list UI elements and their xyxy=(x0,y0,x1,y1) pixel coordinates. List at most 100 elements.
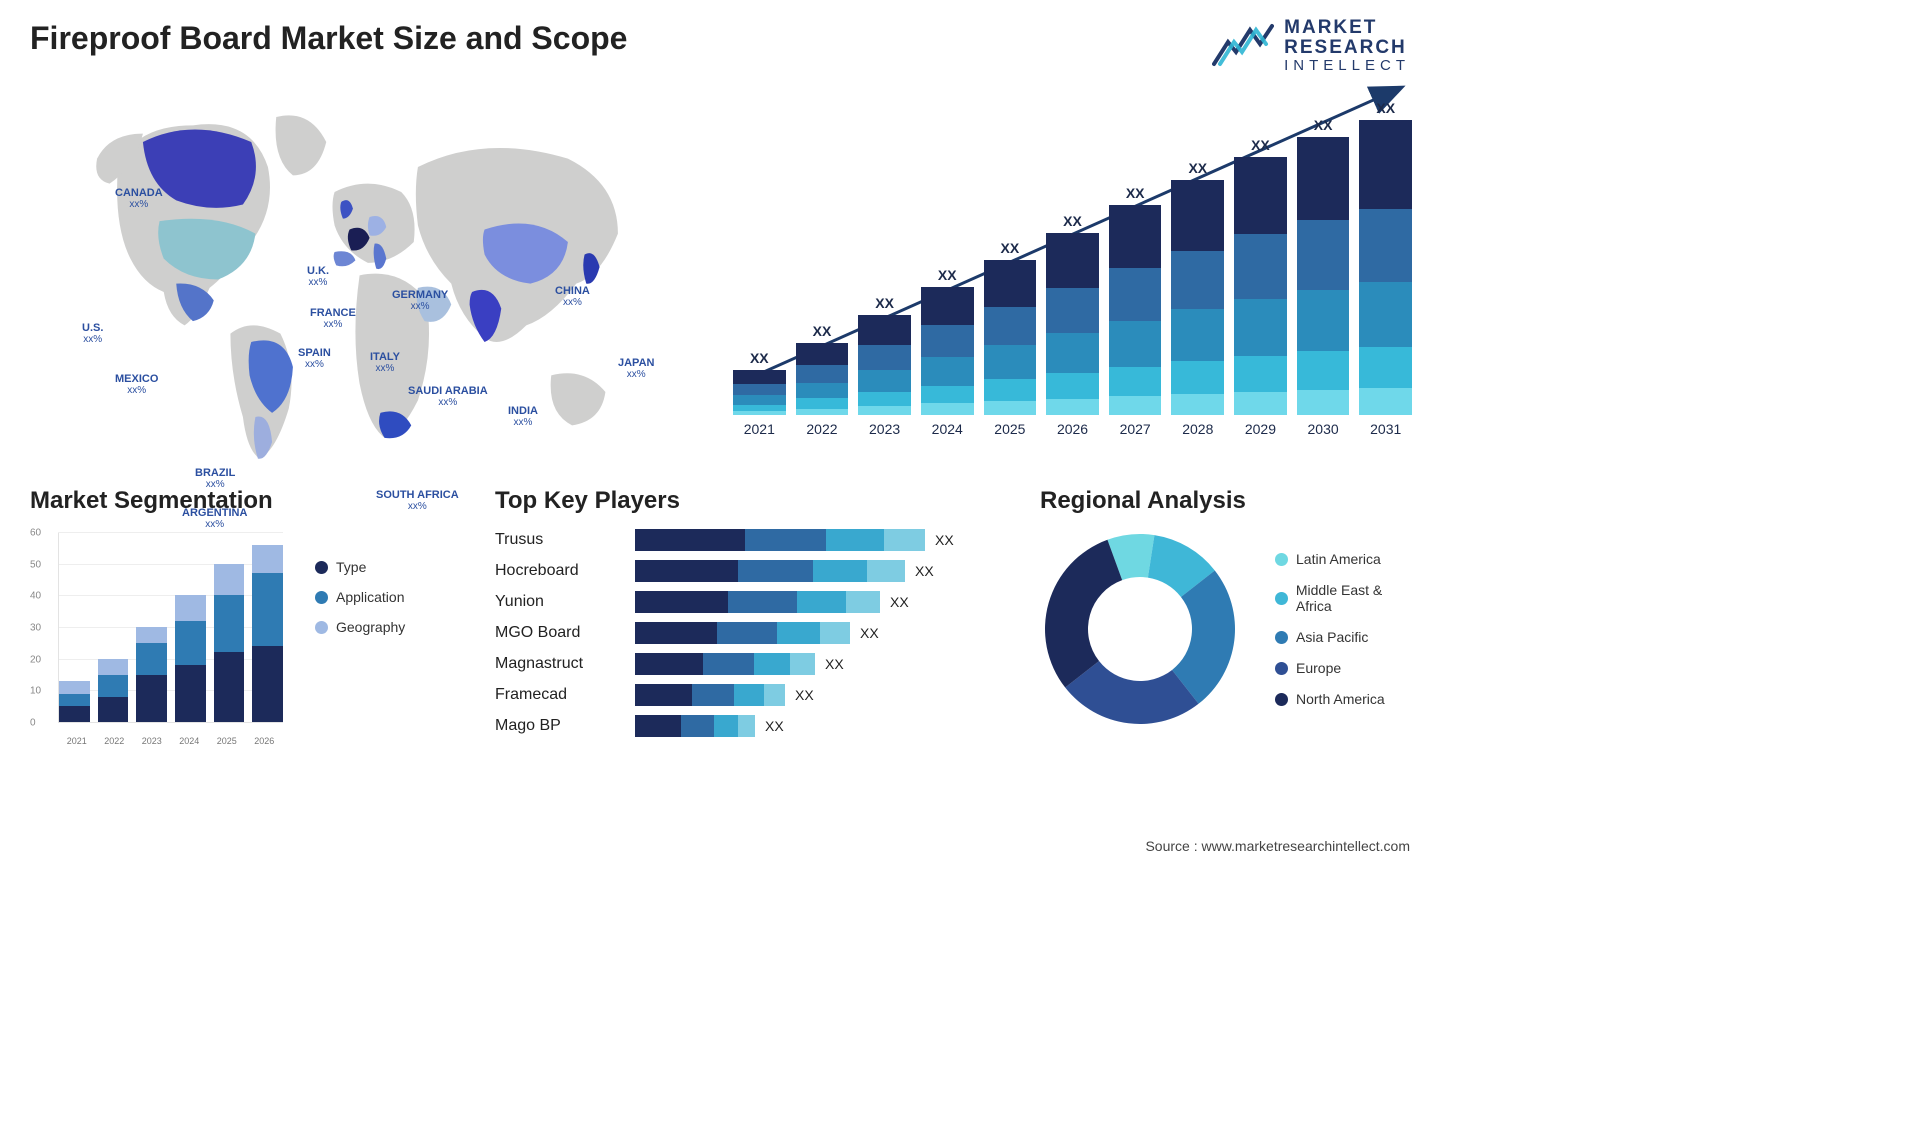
growth-bar: XX2028 xyxy=(1171,160,1224,437)
growth-bar-segment xyxy=(858,345,911,370)
player-bar-segment xyxy=(714,715,738,737)
segmentation-xlabel: 2024 xyxy=(171,736,209,746)
player-bar-segment xyxy=(745,529,826,551)
map-country-label: SAUDI ARABIAxx% xyxy=(408,385,488,408)
growth-bar-segment xyxy=(1297,290,1350,351)
segmentation-bar-segment xyxy=(59,681,90,694)
map-country-label: JAPANxx% xyxy=(618,357,654,380)
player-bar-segment xyxy=(681,715,715,737)
legend-label: Europe xyxy=(1296,660,1341,676)
growth-bar-segment xyxy=(1359,388,1412,415)
player-bar-segment xyxy=(635,715,681,737)
segmentation-xlabel: 2025 xyxy=(208,736,246,746)
segmentation-bar-segment xyxy=(175,621,206,665)
player-label: Hocreboard xyxy=(495,560,610,582)
players-bars: XXXXXXXXXXXXXX xyxy=(635,529,985,737)
legend-swatch-icon xyxy=(1275,631,1288,644)
segmentation-legend: TypeApplicationGeography xyxy=(315,529,405,744)
growth-bar-segment xyxy=(1297,390,1350,415)
map-country-label: CANADAxx% xyxy=(115,187,163,210)
growth-bar-segment xyxy=(921,287,974,325)
player-bar-segment xyxy=(867,560,905,582)
growth-bar-xlabel: 2022 xyxy=(806,421,837,437)
regional-legend-item: North America xyxy=(1275,691,1420,707)
player-label: Yunion xyxy=(495,591,610,613)
player-bar-row: XX xyxy=(635,715,985,737)
regional-legend-item: Latin America xyxy=(1275,551,1420,567)
map-country-label: ARGENTINAxx% xyxy=(182,507,247,530)
growth-bar-segment xyxy=(1297,220,1350,290)
donut-slice xyxy=(1045,540,1122,688)
top-players-panel: Top Key Players TrususHocreboardYunionMG… xyxy=(495,487,985,744)
growth-bar-segment xyxy=(1171,361,1224,394)
legend-label: North America xyxy=(1296,691,1385,707)
seg-ytick: 60 xyxy=(30,528,41,539)
growth-bar-segment xyxy=(984,307,1037,346)
map-country-label: GERMANYxx% xyxy=(392,289,448,312)
growth-bar: XX 2022 xyxy=(796,323,849,437)
segmentation-bar xyxy=(59,681,90,722)
world-map-svg xyxy=(30,67,685,467)
growth-bar: XX2030 xyxy=(1297,117,1350,437)
growth-bar-segment xyxy=(1359,209,1412,283)
growth-chart-panel: XX2021XX2022XX2023XX2024XX2025XX2026XX20… xyxy=(725,67,1420,467)
segmentation-bar-segment xyxy=(252,545,283,574)
map-country-label: U.S.xx% xyxy=(82,322,103,345)
growth-bar-segment xyxy=(921,386,974,404)
player-bar-value: XX xyxy=(915,563,934,579)
growth-bar-xlabel: 2024 xyxy=(932,421,963,437)
player-bar-segment xyxy=(703,653,753,675)
map-country-label: INDIAxx% xyxy=(508,405,538,428)
growth-bar-segment xyxy=(1046,233,1099,288)
growth-bar-segment xyxy=(1171,251,1224,310)
growth-bar-value: XX xyxy=(938,267,957,283)
brand-logo: MARKET RESEARCH INTELLECT xyxy=(1212,18,1410,74)
player-bar-segment xyxy=(754,653,790,675)
player-bar-value: XX xyxy=(795,687,814,703)
growth-bar-xlabel: 2027 xyxy=(1120,421,1151,437)
segmentation-chart: 0102030405060 202120222023202420252026 xyxy=(30,529,285,744)
growth-bar-segment xyxy=(796,409,849,415)
map-country-label: SPAINxx% xyxy=(298,347,331,370)
player-bar-segment xyxy=(846,591,880,613)
regional-legend-item: Europe xyxy=(1275,660,1420,676)
map-country-label: MEXICOxx% xyxy=(115,373,158,396)
segmentation-bar-segment xyxy=(136,627,167,643)
player-bar-segment xyxy=(635,560,738,582)
segmentation-bar-segment xyxy=(59,694,90,707)
segmentation-bar xyxy=(175,595,206,722)
player-bar-segment xyxy=(777,622,820,644)
player-bar-segment xyxy=(734,684,764,706)
growth-bar-segment xyxy=(984,260,1037,307)
growth-bar-xlabel: 2023 xyxy=(869,421,900,437)
growth-bar-value: XX xyxy=(813,323,832,339)
growth-bar: XX2021 xyxy=(733,350,786,437)
player-bar-segment xyxy=(820,622,850,644)
growth-bar-segment xyxy=(858,370,911,392)
player-bar-row: XX xyxy=(635,622,985,644)
segmentation-bar-segment xyxy=(175,665,206,722)
players-labels: TrususHocreboardYunionMGO BoardMagnastru… xyxy=(495,529,610,737)
segmentation-bar-segment xyxy=(136,675,167,723)
legend-label: Asia Pacific xyxy=(1296,629,1368,645)
growth-bar-segment xyxy=(1109,396,1162,415)
regional-legend-item: Middle East & Africa xyxy=(1275,582,1420,614)
growth-bar-segment xyxy=(1234,157,1287,234)
growth-bar-segment xyxy=(1297,137,1350,220)
growth-bar-xlabel: 2028 xyxy=(1182,421,1213,437)
segmentation-legend-item: Type xyxy=(315,559,405,575)
player-bar-segment xyxy=(884,529,925,551)
legend-swatch-icon xyxy=(1275,592,1288,605)
growth-bar-segment xyxy=(1171,394,1224,415)
player-bar-segment xyxy=(790,653,815,675)
growth-bar-segment xyxy=(1046,373,1099,398)
growth-bar: XX2025 xyxy=(984,240,1037,437)
player-bar-row: XX xyxy=(635,560,985,582)
legend-swatch-icon xyxy=(1275,693,1288,706)
growth-bar-segment xyxy=(1234,356,1287,392)
growth-bar-segment xyxy=(1359,282,1412,347)
player-bar-value: XX xyxy=(935,532,954,548)
segmentation-bar-segment xyxy=(59,706,90,722)
regional-legend: Latin America Middle East & Africa Asia Pa… xyxy=(1275,551,1420,707)
growth-bar-segment xyxy=(1359,120,1412,209)
